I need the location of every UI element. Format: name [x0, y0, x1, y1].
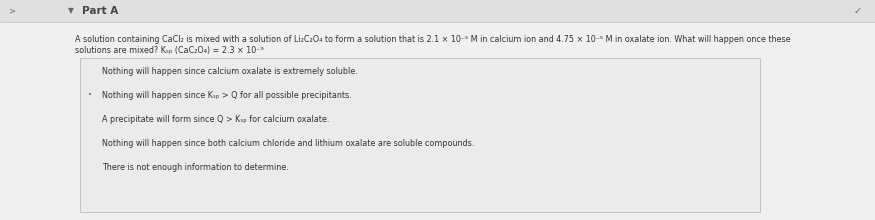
FancyBboxPatch shape [80, 58, 760, 212]
FancyBboxPatch shape [0, 0, 875, 22]
Text: A precipitate will form since Q > Kₛₚ for calcium oxalate.: A precipitate will form since Q > Kₛₚ fo… [102, 114, 329, 123]
Text: A solution containing CaCl₂ is mixed with a solution of Li₂C₂O₄ to form a soluti: A solution containing CaCl₂ is mixed wit… [75, 35, 791, 44]
Text: >: > [8, 7, 15, 15]
Text: solutions are mixed? Kₛₚ (CaC₂O₄) = 2.3 × 10⁻⁹: solutions are mixed? Kₛₚ (CaC₂O₄) = 2.3 … [75, 46, 263, 55]
Text: Nothing will happen since Kₛₚ > Q for all possible precipitants.: Nothing will happen since Kₛₚ > Q for al… [102, 90, 352, 99]
Text: Part A: Part A [82, 6, 118, 16]
Text: ✓: ✓ [854, 6, 862, 16]
Text: Nothing will happen since both calcium chloride and lithium oxalate are soluble : Nothing will happen since both calcium c… [102, 139, 474, 147]
Text: Nothing will happen since calcium oxalate is extremely soluble.: Nothing will happen since calcium oxalat… [102, 66, 358, 75]
Text: There is not enough information to determine.: There is not enough information to deter… [102, 163, 289, 172]
FancyBboxPatch shape [0, 22, 875, 220]
Text: ▼: ▼ [68, 7, 74, 15]
Text: •: • [88, 92, 92, 98]
